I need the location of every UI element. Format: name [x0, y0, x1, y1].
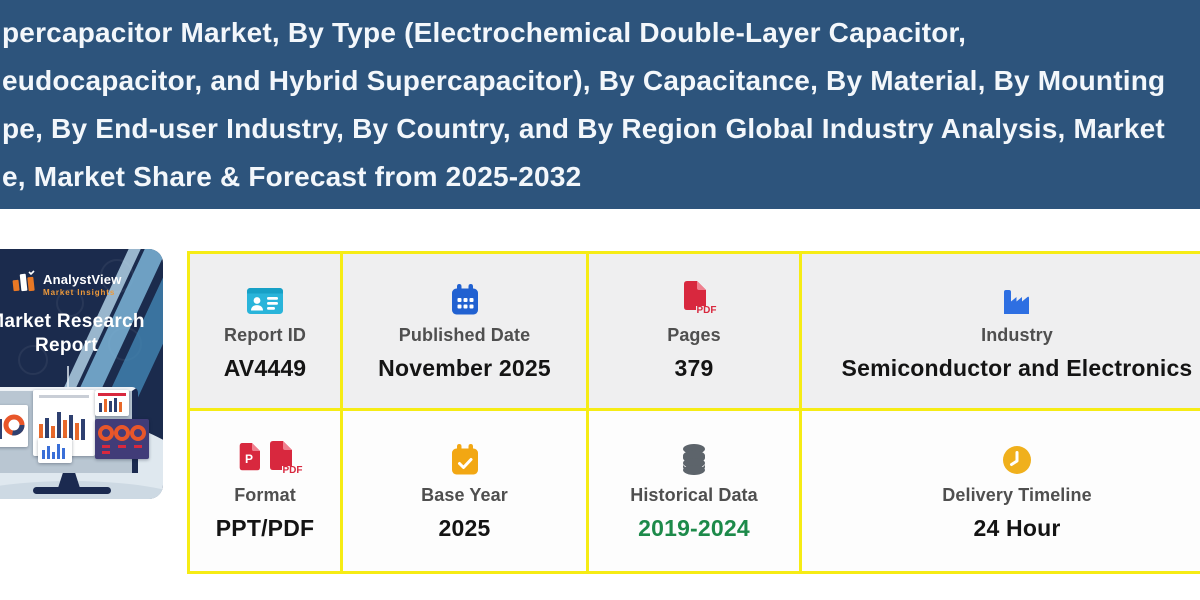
report-title-line-3: pe, By End-user Industry, By Country, an…: [2, 113, 1165, 144]
ppt-pdf-file-icons: P PDF: [238, 440, 304, 476]
cover-title: Market Research Report: [0, 310, 163, 358]
monitor-base: [33, 487, 111, 494]
bar-chart-logo-icon: [12, 270, 37, 298]
report-title-line-2: eudocapacitor, and Hybrid Supercapacitor…: [2, 65, 1166, 96]
mini-chart-card: [38, 438, 72, 463]
monitor-stand: [58, 473, 80, 488]
calendar-check-icon: [449, 440, 481, 476]
report-title-line-4: e, Market Share & Forecast from 2025-203…: [2, 161, 582, 192]
info-label: Historical Data: [630, 485, 758, 505]
info-cell-published-date: Published Date November 2025: [343, 254, 586, 408]
info-cell-report-id: Report ID AV4449: [190, 254, 340, 408]
info-value: Semiconductor and Electronics: [841, 355, 1193, 381]
report-title-line-1: percapacitor Market, By Type (Electroche…: [2, 17, 967, 48]
info-label: Pages: [667, 325, 721, 345]
brand-name: AnalystView: [43, 271, 122, 287]
mini-chart-card: [0, 405, 28, 447]
report-cover-image: AnalystView Market Insights Market Resea…: [0, 249, 163, 499]
info-cell-format: P PDF Format PPT/PDF: [190, 411, 340, 571]
info-cell-delivery-timeline: Delivery Timeline 24 Hour: [802, 411, 1200, 571]
info-value: 379: [674, 355, 714, 381]
analystview-logo: AnalystView Market Insights: [12, 270, 122, 298]
report-info-grid: Report ID AV4449 Published Date November: [187, 251, 1200, 574]
pdf-icon-text: PDF: [695, 305, 718, 316]
info-label: Delivery Timeline: [942, 485, 1092, 505]
mini-chart-card: [95, 419, 149, 459]
cover-title-line-1: Market Research: [0, 311, 145, 332]
info-cell-pages: PDF Pages 379: [589, 254, 799, 408]
info-value: AV4449: [223, 355, 307, 381]
info-cell-historical-data: Historical Data 2019-2024: [589, 411, 799, 571]
factory-icon: [1000, 280, 1034, 316]
pdf-icon-text: PDF: [281, 465, 304, 476]
watermark-circle: [56, 289, 84, 317]
mini-chart-card: [95, 390, 129, 416]
title-banner: percapacitor Market, By Type (Electroche…: [0, 0, 1200, 209]
pointer-line: [67, 366, 69, 393]
info-label: Format: [234, 485, 296, 505]
brand-text: AnalystView Market Insights: [43, 272, 122, 297]
info-cell-base-year: Base Year 2025: [343, 411, 586, 571]
pdf-file-icon: PDF: [682, 280, 718, 316]
info-label: Base Year: [421, 485, 508, 505]
calendar-icon: [449, 280, 481, 316]
historical-data-value: 2019-2024: [638, 515, 750, 541]
info-label: Industry: [981, 325, 1053, 345]
watermark-circle: [18, 345, 48, 375]
info-value: November 2025: [378, 355, 551, 381]
info-value: 2025: [438, 515, 491, 541]
info-value: PPT/PDF: [215, 515, 315, 541]
cover-title-line-2: Report: [34, 335, 99, 356]
info-label: Report ID: [224, 325, 306, 345]
database-icon: [679, 440, 709, 476]
info-label: Published Date: [398, 325, 531, 345]
brand-subtitle: Market Insights: [43, 287, 116, 297]
info-value: 24 Hour: [973, 515, 1061, 541]
info-cell-industry: Industry Semiconductor and Electronics: [802, 254, 1200, 408]
clock-icon: [1001, 440, 1033, 476]
id-card-icon: [245, 280, 285, 316]
ppt-icon-text: P: [244, 452, 253, 466]
